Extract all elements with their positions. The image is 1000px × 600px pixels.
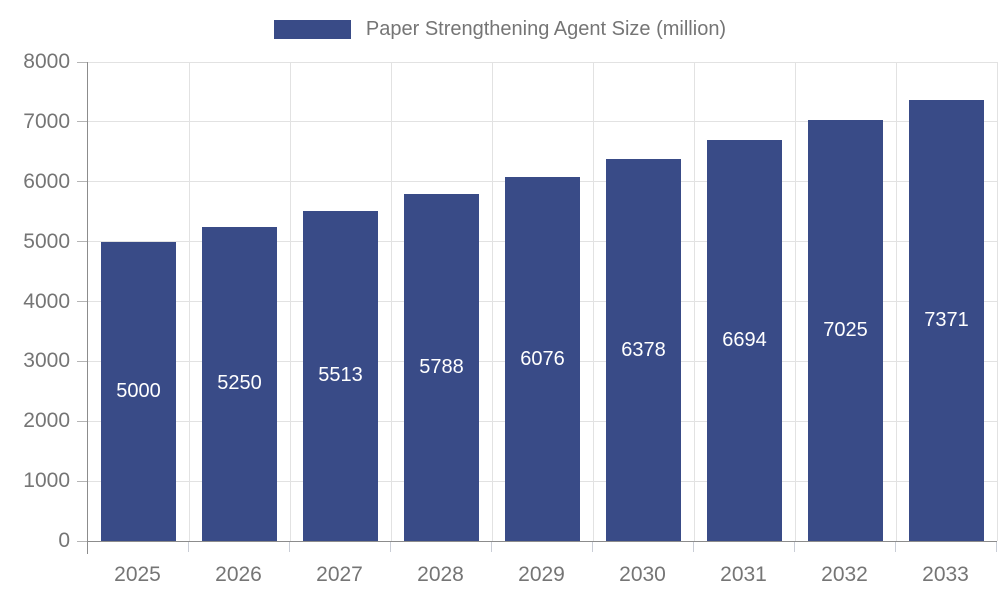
y-axis-tick [77, 241, 87, 243]
y-axis-tick [77, 420, 87, 422]
v-gridline [390, 62, 392, 541]
y-axis-tick [77, 121, 87, 123]
x-axis-label: 2025 [114, 563, 161, 586]
x-axis-label: 2027 [316, 563, 363, 586]
bar-value-label: 7025 [823, 319, 868, 342]
bar-value-label: 6694 [722, 329, 767, 352]
x-axis-label: 2031 [720, 563, 767, 586]
y-axis-label: 7000 [23, 109, 70, 133]
bar: 6076 [505, 177, 580, 541]
x-axis-tick [592, 542, 593, 552]
y-axis-tick [77, 301, 87, 302]
x-axis-label: 2029 [518, 563, 565, 586]
x-axis-tick [693, 542, 694, 552]
v-gridline [996, 62, 998, 541]
v-gridline [289, 62, 291, 541]
v-gridline [491, 62, 493, 541]
x-axis-label: 2028 [417, 563, 464, 586]
y-axis-label: 5000 [23, 229, 70, 253]
bar: 5000 [101, 241, 176, 541]
bar-value-label: 5788 [419, 356, 464, 379]
bar: 6694 [707, 140, 782, 541]
bar: 7371 [909, 99, 984, 541]
v-gridline [794, 62, 796, 541]
x-axis-tick [188, 542, 189, 552]
legend-label: Paper Strengthening Agent Size (million) [365, 17, 727, 40]
x-axis-tick [996, 542, 997, 552]
bar-value-label: 6076 [520, 347, 565, 370]
v-gridline [693, 62, 695, 541]
x-axis-tick [794, 542, 795, 552]
bar: 5513 [303, 210, 378, 541]
bar-value-label: 7371 [924, 308, 969, 331]
x-axis-tick [895, 542, 896, 552]
x-axis-label: 2033 [922, 563, 969, 586]
y-axis-tick [77, 181, 87, 183]
y-axis-tick [77, 61, 87, 63]
y-axis-label: 4000 [23, 289, 70, 313]
v-gridline [188, 62, 190, 541]
y-axis-label: 2000 [23, 409, 70, 433]
bar-value-label: 6378 [621, 338, 666, 361]
bar: 5788 [404, 194, 479, 541]
y-axis-label: 0 [58, 529, 70, 552]
y-axis-label: 1000 [23, 469, 70, 493]
legend-swatch [273, 19, 351, 39]
x-axis-label: 2030 [619, 563, 666, 586]
bar-value-label: 5250 [217, 372, 262, 395]
x-axis-label: 2026 [215, 563, 262, 586]
bar: 7025 [808, 120, 883, 541]
x-axis-tick [87, 542, 88, 554]
y-axis-label: 6000 [23, 169, 70, 193]
v-gridline [895, 62, 897, 541]
y-axis-tick [77, 480, 87, 482]
bar-value-label: 5000 [116, 379, 161, 402]
v-gridline [592, 62, 594, 541]
y-axis-tick [77, 540, 87, 542]
legend: Paper Strengthening Agent Size (million) [0, 14, 1000, 44]
y-axis-label: 8000 [23, 50, 70, 73]
x-axis-tick [491, 542, 492, 552]
y-axis-tick [77, 360, 87, 362]
h-gridline [88, 61, 997, 63]
bar-value-label: 5513 [318, 364, 363, 387]
x-axis-tick [289, 542, 290, 552]
h-gridline [88, 121, 997, 123]
bar: 6378 [606, 159, 681, 541]
plot-area: 5000 5250 5513 5788 6076 6378 6694 7025 7371 [87, 61, 998, 542]
x-axis-tick [390, 542, 391, 552]
y-axis-label: 3000 [23, 349, 70, 373]
x-axis-label: 2032 [821, 563, 868, 586]
bar: 5250 [202, 226, 277, 541]
